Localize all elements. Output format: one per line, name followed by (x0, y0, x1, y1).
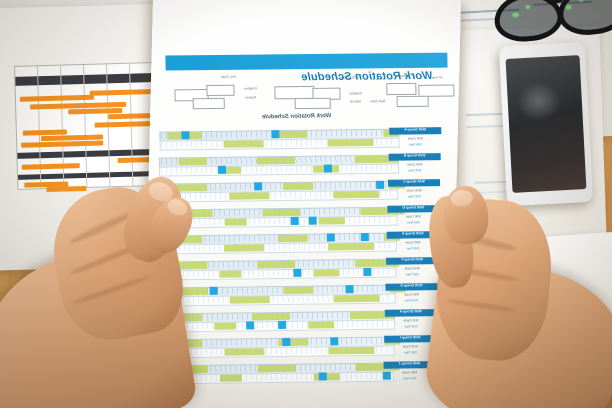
shift-highlight-cell[interactable] (334, 294, 381, 303)
row-sub-label: Shift Cycle (407, 162, 423, 167)
shift-marker-cell[interactable] (254, 182, 263, 191)
form-label: Of Year (431, 75, 443, 80)
shift-highlight-cell[interactable] (277, 130, 308, 139)
shift-highlight-cell[interactable] (219, 270, 242, 278)
row-header-label: Shift Group G (400, 283, 423, 288)
shift-highlight-cell[interactable] (256, 156, 295, 165)
shift-highlight-cell[interactable] (178, 261, 208, 270)
row-sub-label: Shift Cycle (403, 318, 419, 323)
row-sub-label-2: Shift Start (408, 142, 423, 147)
form-label: Rotation (244, 86, 257, 91)
row-sub-label-2: Shift Start (405, 272, 420, 277)
gantt-bar (21, 163, 80, 170)
shift-marker-cell[interactable] (293, 268, 302, 277)
row-sub-label: Shift Cycle (407, 136, 424, 141)
form-label: Shift Schedule (337, 75, 360, 80)
shift-highlight-cell[interactable] (283, 286, 315, 294)
row-sub-label: Shift Cycle (403, 292, 420, 297)
shift-highlight-cell[interactable] (224, 218, 247, 226)
smartphone[interactable] (498, 41, 594, 207)
shift-marker-cell[interactable] (375, 180, 385, 189)
document-title-bar (165, 52, 448, 71)
shift-marker-cell[interactable] (282, 337, 291, 346)
shift-highlight-cell[interactable] (327, 138, 374, 147)
shift-marker-cell[interactable] (209, 286, 218, 295)
shift-highlight-cell[interactable] (318, 217, 345, 225)
shift-highlight-cell[interactable] (283, 182, 314, 191)
form-field-box (386, 82, 417, 96)
gantt-bar (117, 157, 152, 164)
shift-marker-cell[interactable] (345, 285, 354, 294)
shift-highlight-cell[interactable] (224, 348, 266, 356)
phone-screen-reflection (515, 80, 563, 123)
row-sub-label: Shift Cycle (406, 188, 422, 193)
row-header-label: Shift Group A (404, 127, 427, 132)
shift-highlight-cell[interactable] (213, 322, 237, 330)
work-rotation-schedule-document[interactable]: Work Rotation Schedule Rotation Pattern … (142, 0, 462, 408)
form-label: Key Chart (220, 74, 236, 79)
shift-highlight-cell[interactable] (328, 242, 375, 251)
row-sub-label-2: Shift Start (405, 298, 419, 303)
form-label: Rotation (349, 91, 362, 96)
shift-marker-cell[interactable] (308, 216, 317, 225)
row-sub-label-2: Shift Start (407, 194, 421, 199)
form-field-box (294, 97, 331, 110)
shift-highlight-cell[interactable] (328, 346, 375, 355)
row-header-label: Shift Group F (401, 257, 423, 262)
form-field-box (206, 84, 235, 97)
row-sub-label: Shift Cycle (402, 344, 419, 349)
row-sub-label-2: Shift Start (408, 168, 422, 173)
form-label: Pattern (245, 95, 257, 100)
shift-highlight-cell[interactable] (333, 190, 380, 199)
shift-highlight-cell[interactable] (307, 321, 335, 329)
shift-marker-cell[interactable] (318, 372, 327, 381)
shift-marker-cell[interactable] (290, 216, 299, 225)
row-header-label: Shift Group H (399, 309, 422, 314)
glasses-lens-right (555, 0, 612, 38)
gantt-bar (94, 121, 153, 128)
shift-highlight-cell[interactable] (219, 374, 242, 382)
document-subtitle: Work Rotation Schedule (262, 113, 332, 121)
shift-highlight-cell[interactable] (262, 208, 301, 217)
shift-highlight-cell[interactable] (251, 312, 290, 321)
shift-highlight-cell[interactable] (223, 140, 264, 148)
gantt-bar (46, 185, 87, 193)
form-label: Start Date (369, 99, 386, 104)
phone-screen[interactable] (505, 55, 587, 193)
shift-marker-cell[interactable] (246, 321, 255, 330)
row-sub-label-2: Shift Start (404, 324, 418, 329)
form-field-box (396, 95, 429, 108)
shift-marker-cell[interactable] (278, 320, 287, 330)
row-header-label: Shift Group I (399, 335, 421, 340)
row-header-label: Shift Group D (402, 205, 425, 210)
gantt-bar (89, 89, 152, 96)
shift-marker-cell[interactable] (181, 131, 190, 140)
row-header-label: Shift Group B (403, 153, 426, 158)
shift-marker-cell[interactable] (326, 233, 335, 242)
shift-marker-cell[interactable] (323, 164, 333, 173)
shift-marker-cell[interactable] (217, 165, 227, 174)
gantt-bar (19, 94, 94, 102)
shift-highlight-cell[interactable] (277, 234, 309, 243)
shift-highlight-cell[interactable] (178, 157, 207, 166)
form-label: Month (397, 73, 407, 79)
shift-marker-cell[interactable] (330, 337, 339, 346)
shift-marker-cell[interactable] (360, 232, 369, 242)
row-sub-label-2: Shift Start (403, 350, 418, 355)
shift-highlight-cell[interactable] (229, 192, 270, 200)
shift-highlight-cell[interactable] (230, 296, 271, 304)
shift-highlight-cell[interactable] (256, 260, 296, 269)
form-field-box (192, 97, 225, 110)
gantt-chart (13, 61, 160, 193)
gantt-bar (108, 113, 153, 120)
row-sub-label: Shift Cycle (404, 266, 420, 271)
shift-highlight-cell[interactable] (224, 244, 265, 252)
shift-marker-cell[interactable] (363, 267, 372, 277)
row-header-label: Shift Group C (402, 179, 426, 184)
shift-highlight-cell[interactable] (313, 269, 340, 277)
shift-marker-cell[interactable] (271, 130, 280, 139)
shift-highlight-cell[interactable] (257, 364, 296, 373)
